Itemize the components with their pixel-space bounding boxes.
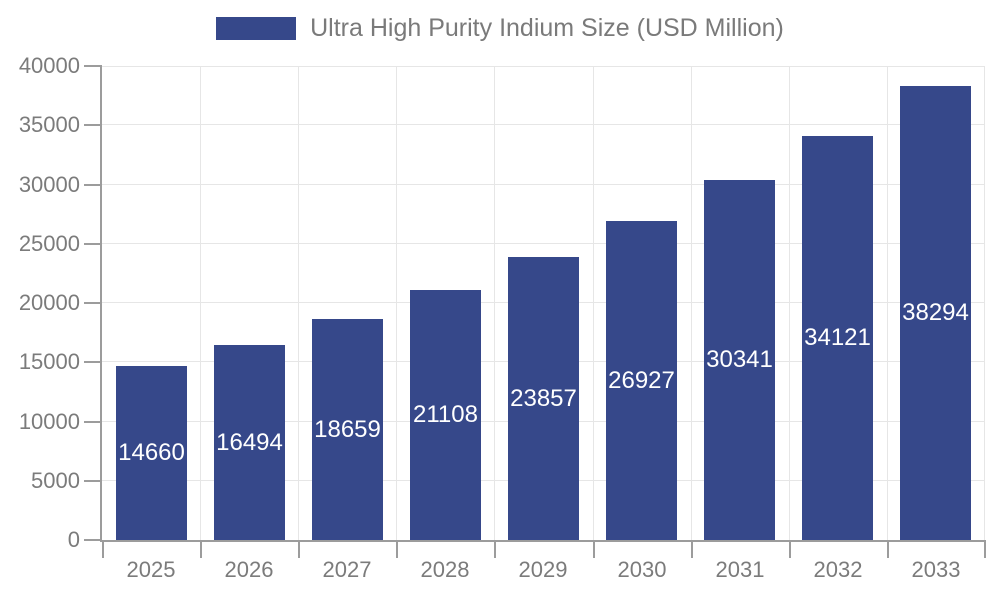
x-axis-tick bbox=[298, 540, 300, 558]
gridline-horizontal bbox=[102, 66, 985, 67]
gridline-horizontal bbox=[102, 243, 985, 244]
bar-2032[interactable]: 34121 bbox=[802, 136, 873, 540]
y-axis-tick bbox=[84, 361, 102, 363]
bar-2028[interactable]: 21108 bbox=[410, 290, 481, 540]
y-axis-tick-label: 15000 bbox=[18, 349, 80, 374]
y-axis-line bbox=[100, 66, 102, 540]
gridline-vertical bbox=[691, 66, 692, 540]
x-axis-tick-label: 2026 bbox=[224, 557, 274, 582]
x-axis-tick bbox=[789, 540, 791, 558]
bar-2026[interactable]: 16494 bbox=[214, 345, 285, 540]
bar-value-label: 34121 bbox=[804, 324, 871, 351]
y-axis-tick-label: 10000 bbox=[18, 409, 80, 434]
gridline-vertical bbox=[200, 66, 201, 540]
y-axis-tick-label: 40000 bbox=[18, 53, 80, 78]
bar-2030[interactable]: 26927 bbox=[606, 221, 677, 540]
bar-2031[interactable]: 30341 bbox=[704, 180, 775, 540]
bar-2033[interactable]: 38294 bbox=[900, 86, 971, 540]
gridline-horizontal bbox=[102, 124, 985, 125]
legend-swatch-icon bbox=[216, 17, 297, 40]
x-axis-tick-label: 2028 bbox=[420, 557, 470, 582]
x-axis-tick bbox=[593, 540, 595, 558]
x-axis-tick bbox=[200, 540, 202, 558]
gridline-vertical bbox=[887, 66, 888, 540]
x-axis-tick bbox=[102, 540, 104, 558]
x-axis-tick-label: 2031 bbox=[715, 557, 765, 582]
bar-2029[interactable]: 23857 bbox=[508, 257, 579, 540]
y-axis-tick bbox=[84, 124, 102, 126]
legend[interactable]: Ultra High Purity Indium Size (USD Milli… bbox=[0, 14, 1000, 43]
y-axis-tick bbox=[84, 243, 102, 245]
gridline-vertical bbox=[984, 66, 985, 540]
gridline-vertical bbox=[494, 66, 495, 540]
x-axis-tick-label: 2029 bbox=[518, 557, 568, 582]
x-axis-tick bbox=[494, 540, 496, 558]
y-axis-tick-label: 30000 bbox=[18, 172, 80, 197]
y-axis-tick-label: 20000 bbox=[18, 290, 80, 315]
x-axis-tick-label: 2033 bbox=[911, 557, 961, 582]
y-axis-tick-label: 0 bbox=[67, 527, 80, 552]
bar-value-label: 16494 bbox=[216, 428, 283, 456]
y-axis-tick bbox=[84, 480, 102, 482]
bar-value-label: 14660 bbox=[118, 439, 185, 466]
legend-label: Ultra High Purity Indium Size (USD Milli… bbox=[310, 14, 784, 42]
bar-value-label: 18659 bbox=[314, 415, 381, 443]
y-axis-tick bbox=[84, 65, 102, 67]
bar-value-label: 30341 bbox=[706, 346, 773, 373]
x-axis-tick bbox=[691, 540, 693, 558]
bar-2027[interactable]: 18659 bbox=[312, 319, 383, 540]
bar-2025[interactable]: 14660 bbox=[116, 366, 187, 540]
y-axis-tick-label: 5000 bbox=[31, 468, 80, 493]
gridline-horizontal bbox=[102, 184, 985, 185]
gridline-vertical bbox=[298, 66, 299, 540]
x-axis-tick-label: 2025 bbox=[126, 557, 176, 582]
y-axis-tick-label: 25000 bbox=[18, 231, 80, 256]
y-axis-tick-label: 35000 bbox=[18, 112, 80, 137]
x-axis-tick-label: 2032 bbox=[813, 557, 863, 582]
y-axis-tick bbox=[84, 302, 102, 304]
x-axis-tick-label: 2027 bbox=[322, 557, 372, 582]
plot-area: 14660 16494 18659 21108 23857 26927 30341 34121… bbox=[102, 66, 985, 540]
x-axis-tick bbox=[984, 540, 986, 558]
bar-value-label: 38294 bbox=[902, 299, 969, 326]
gridline-vertical bbox=[593, 66, 594, 540]
bar-value-label: 21108 bbox=[413, 401, 478, 428]
bar-value-label: 26927 bbox=[608, 366, 675, 394]
x-axis-line bbox=[100, 540, 985, 542]
gridline-vertical bbox=[396, 66, 397, 540]
gridline-vertical bbox=[789, 66, 790, 540]
x-axis-tick bbox=[396, 540, 398, 558]
x-axis-tick-label: 2030 bbox=[617, 557, 667, 582]
bar-value-label: 23857 bbox=[510, 384, 577, 412]
x-axis-tick bbox=[887, 540, 889, 558]
y-axis-tick bbox=[84, 539, 102, 541]
y-axis-tick bbox=[84, 421, 102, 423]
y-axis-tick bbox=[84, 184, 102, 186]
